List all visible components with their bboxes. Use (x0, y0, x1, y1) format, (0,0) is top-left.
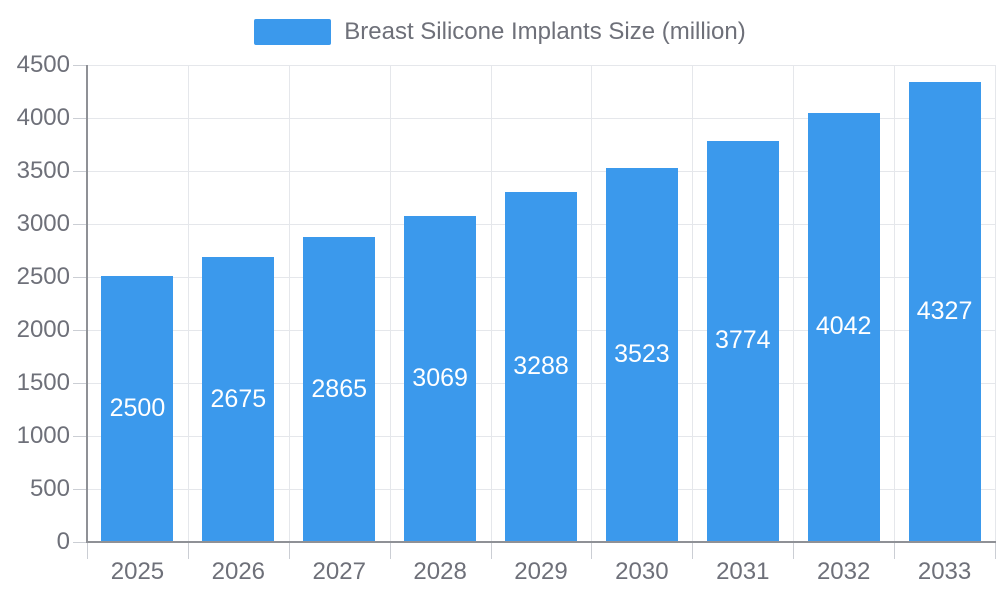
x-axis-tick (793, 543, 795, 559)
y-axis-label: 2500 (16, 263, 70, 290)
gridline-h (87, 171, 995, 172)
y-axis-tick (73, 65, 87, 66)
x-axis-tick (490, 543, 492, 559)
bar-2028[interactable]: 3069 (404, 215, 477, 541)
x-axis-tick (87, 543, 88, 559)
y-axis-tick (73, 330, 87, 331)
bar-2025[interactable]: 2500 (101, 276, 174, 541)
x-axis-tick (894, 543, 896, 559)
legend-label: Breast Silicone Implants Size (million) (344, 18, 746, 45)
y-axis-label: 500 (29, 475, 70, 502)
y-axis-label: 4500 (16, 51, 70, 78)
x-axis-label: 2033 (917, 558, 972, 585)
y-axis-tick (73, 118, 87, 119)
x-axis-tick (389, 543, 391, 559)
gridline-v (692, 65, 694, 542)
x-axis-label: 2025 (110, 558, 165, 585)
legend[interactable]: Breast Silicone Implants Size (million) (0, 0, 1000, 64)
gridline-h (87, 118, 995, 119)
gridline-v (187, 65, 189, 542)
y-axis-tick (73, 489, 87, 490)
x-axis-label: 2026 (211, 558, 266, 585)
y-axis-tick (73, 224, 87, 225)
bar-value-label: 3069 (412, 363, 468, 392)
gridline-h (87, 65, 995, 66)
x-axis-label: 2030 (615, 558, 669, 585)
bar-value-label: 4327 (916, 297, 973, 326)
y-axis-line (86, 65, 88, 543)
x-axis-label: 2032 (816, 558, 871, 585)
y-axis-tick (73, 542, 87, 543)
y-axis-tick (73, 383, 87, 384)
y-axis-label: 2000 (16, 316, 70, 343)
gridline-v (793, 65, 795, 542)
y-axis-label: 1500 (16, 369, 70, 396)
x-axis-tick (187, 543, 189, 559)
bar-value-label: 3774 (714, 326, 771, 355)
y-axis-label: 3500 (16, 157, 70, 184)
gridline-v (288, 65, 290, 542)
bar-2026[interactable]: 2675 (202, 257, 275, 541)
bar-value-label: 2865 (311, 374, 368, 403)
x-axis-label: 2027 (312, 558, 366, 585)
y-axis-tick (73, 436, 87, 437)
y-axis-label: 0 (56, 528, 70, 555)
bar-2030[interactable]: 3523 (605, 167, 678, 541)
bar-2029[interactable]: 3288 (505, 192, 577, 541)
bar-value-label: 2675 (210, 384, 267, 413)
x-axis-tick (288, 543, 290, 559)
x-axis-label: 2031 (716, 558, 770, 585)
gridline-v (995, 65, 996, 542)
y-axis-tick (73, 277, 87, 278)
bar-value-label: 3288 (513, 352, 569, 381)
bar-2027[interactable]: 2865 (303, 237, 376, 541)
bar-value-label: 2500 (109, 394, 166, 422)
gridline-v (894, 65, 896, 542)
y-axis-label: 1000 (16, 422, 70, 449)
y-axis-tick (73, 171, 87, 172)
gridline-v (389, 65, 391, 542)
x-axis-tick (995, 543, 996, 559)
gridline-v (591, 65, 593, 542)
bar-2033[interactable]: 4327 (908, 82, 981, 541)
x-axis-tick (591, 543, 593, 559)
bar-value-label: 4042 (815, 312, 872, 341)
y-axis-label: 4000 (16, 104, 70, 131)
y-axis-label: 3000 (16, 210, 70, 237)
bar-2032[interactable]: 4042 (807, 112, 880, 541)
x-axis-tick (692, 543, 694, 559)
x-axis-line (86, 541, 996, 543)
bar-2031[interactable]: 3774 (706, 140, 779, 541)
x-axis-label: 2028 (413, 558, 467, 585)
bar-value-label: 3523 (614, 339, 670, 368)
x-axis-label: 2029 (514, 558, 568, 585)
legend-swatch (254, 19, 332, 45)
gridline-v (490, 65, 492, 542)
